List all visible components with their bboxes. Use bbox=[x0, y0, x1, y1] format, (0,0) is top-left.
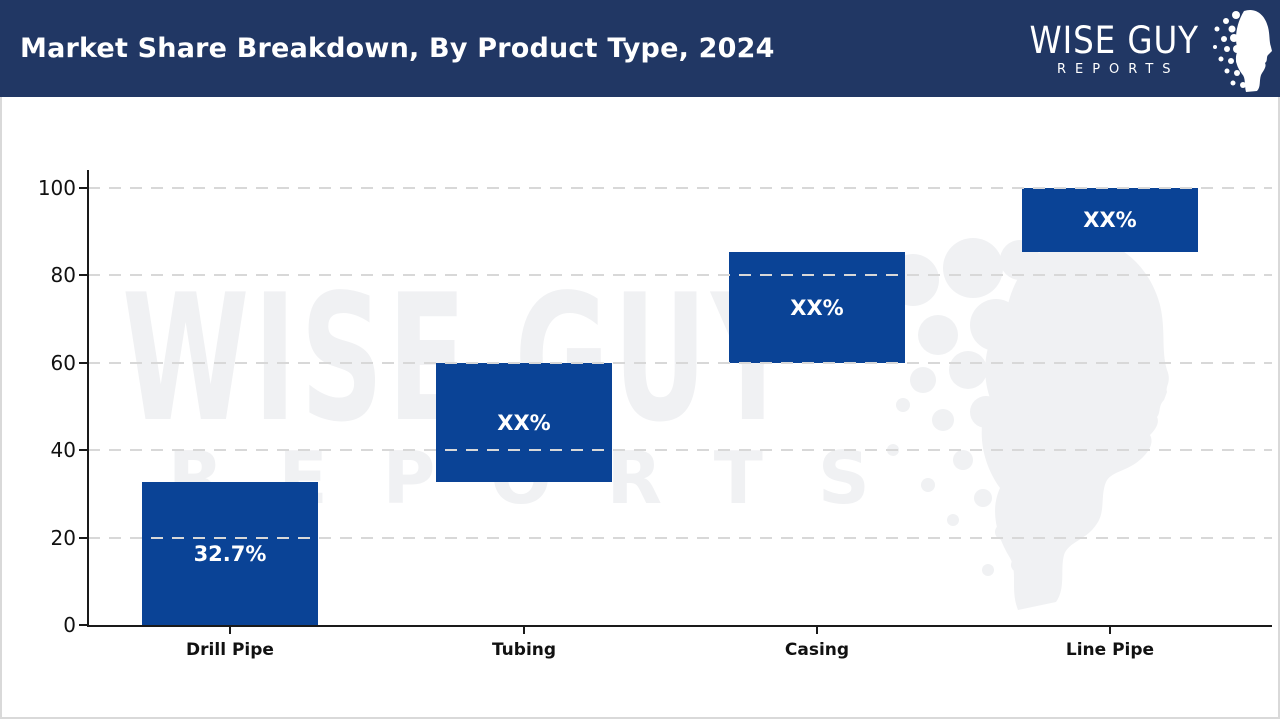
gridline bbox=[88, 536, 1272, 539]
y-tick bbox=[79, 624, 88, 626]
y-tick-label: 40 bbox=[50, 438, 76, 463]
bar-value-label: XX% bbox=[497, 410, 551, 435]
bar bbox=[1022, 188, 1198, 253]
x-tick bbox=[229, 627, 231, 634]
category-label: Casing bbox=[784, 640, 850, 660]
category-label: Tubing bbox=[491, 640, 557, 660]
bar-value-label: 32.7% bbox=[193, 541, 267, 566]
x-tick bbox=[816, 627, 818, 634]
y-tick bbox=[79, 361, 88, 364]
wise-guy-reports-logo: WISE GUY REPORTS bbox=[1018, 4, 1272, 94]
gridline bbox=[88, 274, 1272, 277]
y-tick-label: 80 bbox=[50, 263, 76, 288]
y-axis-spine bbox=[87, 170, 89, 627]
chart-title: Market Share Breakdown, By Product Type,… bbox=[20, 33, 775, 64]
y-tick bbox=[79, 274, 88, 277]
header-bar: Market Share Breakdown, By Product Type,… bbox=[0, 0, 1280, 97]
gridline bbox=[88, 361, 1272, 364]
bar bbox=[436, 362, 612, 483]
bar bbox=[142, 482, 318, 625]
y-tick bbox=[79, 187, 88, 189]
x-tick bbox=[1109, 627, 1111, 634]
y-tick-label: 20 bbox=[50, 525, 76, 550]
logo-head-profile-icon bbox=[1213, 10, 1272, 92]
y-tick-label: 100 bbox=[37, 176, 76, 200]
y-tick-label: 60 bbox=[50, 350, 76, 375]
canvas-border bbox=[0, 97, 1280, 719]
x-tick bbox=[523, 627, 525, 634]
bar-value-label: XX% bbox=[790, 295, 844, 320]
category-label: Line Pipe bbox=[1065, 640, 1155, 660]
category-label: Drill Pipe bbox=[186, 640, 274, 660]
logo-text: WISE GUY REPORTS bbox=[1018, 22, 1210, 77]
watermark-head-profile-icon bbox=[887, 238, 1169, 610]
y-tick bbox=[79, 536, 88, 539]
x-axis-spine bbox=[87, 625, 1272, 627]
gridline bbox=[88, 187, 1272, 189]
gridline bbox=[88, 449, 1272, 452]
logo-subtitle: REPORTS bbox=[1056, 61, 1180, 77]
logo-wordmark: WISE GUY bbox=[1029, 18, 1199, 62]
y-tick-label: 0 bbox=[63, 613, 76, 637]
bar bbox=[729, 252, 905, 363]
y-tick bbox=[79, 449, 88, 452]
bar-value-label: XX% bbox=[1083, 208, 1137, 233]
